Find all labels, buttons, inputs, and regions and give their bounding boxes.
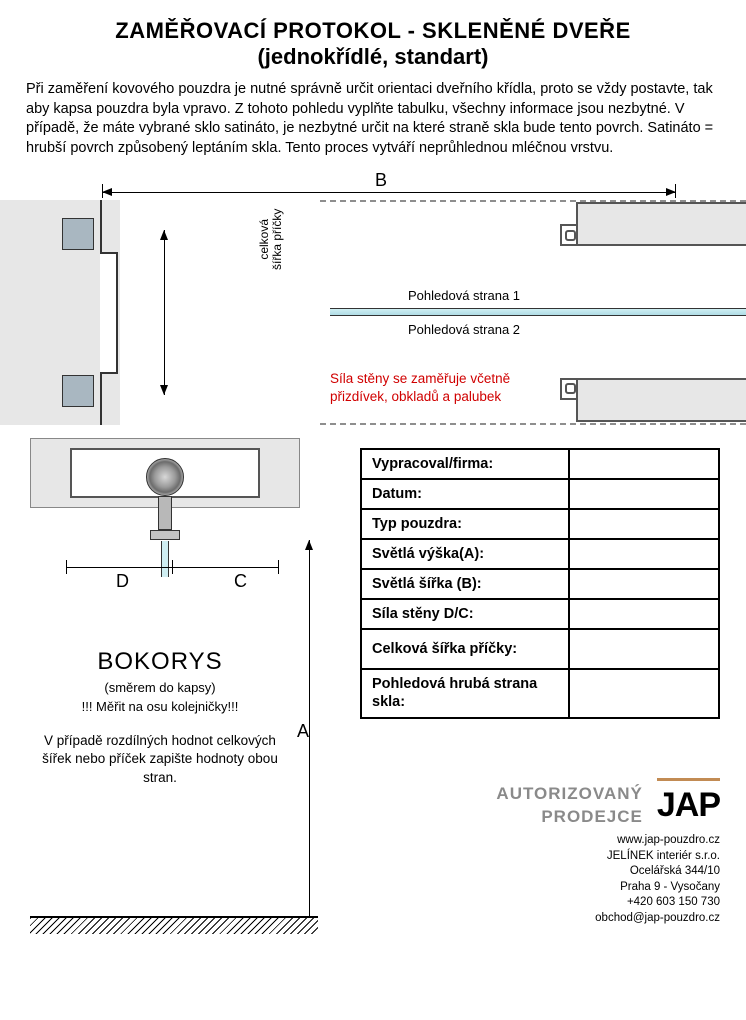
right-jamb-bottom <box>576 378 746 422</box>
table-row: Vypracoval/firma: <box>361 449 719 479</box>
dealer-street: Ocelářská 344/10 <box>496 864 720 880</box>
intro-paragraph: Při zaměření kovového pouzdra je nutné s… <box>0 80 746 170</box>
measurement-form-table: Vypracoval/firma:Datum:Typ pouzdra:Světl… <box>360 448 720 719</box>
side-view-diagram: D C <box>30 438 310 584</box>
profile-block-top <box>62 218 94 250</box>
jamb-hook-top <box>560 224 578 246</box>
table-row: Datum: <box>361 479 719 509</box>
table-row: Síla stěny D/C: <box>361 599 719 629</box>
dimension-b-tick-left <box>102 184 103 198</box>
bokorys-title: BOKORYS <box>30 648 290 676</box>
form-field-value[interactable] <box>569 449 719 479</box>
form-field-value[interactable] <box>569 509 719 539</box>
dealer-email: obchod@jap-pouzdro.cz <box>496 911 720 927</box>
form-field-label: Datum: <box>361 479 569 509</box>
form-field-label: Typ pouzdra: <box>361 509 569 539</box>
adjuster-plate <box>150 530 180 540</box>
jamb-hook-bottom <box>560 378 578 400</box>
dealer-info-block: AUTORIZOVANÝ PRODEJCE JAP www.jap-pouzdr… <box>496 778 720 926</box>
form-field-label: Vypracoval/firma: <box>361 449 569 479</box>
authorized-dealer-label: AUTORIZOVANÝ PRODEJCE <box>496 783 642 829</box>
form-field-label: Celková šířka příčky: <box>361 629 569 669</box>
form-field-label: Síla stěny D/C: <box>361 599 569 629</box>
rail-assembly <box>30 438 300 578</box>
dimension-b-line <box>102 192 676 193</box>
hanger-bolt <box>158 496 172 530</box>
table-row: Světlá výška(A): <box>361 539 719 569</box>
form-field-label: Světlá šířka (B): <box>361 569 569 599</box>
glass-side-2-label: Pohledová strana 2 <box>408 322 520 337</box>
glass-side-1-label: Pohledová strana 1 <box>408 288 520 303</box>
form-field-value[interactable] <box>569 479 719 509</box>
side-view-text-block: BOKORYS (směrem do kapsy) !!! Měřit na o… <box>30 648 290 787</box>
profile-cut <box>100 252 118 374</box>
top-plan-diagram: B celková šířka příčky Pohledová strana … <box>0 170 746 426</box>
right-jamb-top <box>576 202 746 246</box>
floor-hatch-icon <box>30 916 318 934</box>
table-row: Pohledová hrubá strana skla: <box>361 669 719 718</box>
dealer-company: JELÍNEK interiér s.r.o. <box>496 849 720 865</box>
bokorys-warning: !!! Měřit na osu kolejničky!!! <box>30 699 290 714</box>
lower-section: D C A BOKORYS (směrem do kapsy) !!! Měři… <box>0 426 746 946</box>
dash-line-bot-right <box>320 423 746 425</box>
glass-panel-top-view <box>330 308 746 316</box>
form-field-value[interactable] <box>569 539 719 569</box>
bokorys-note: V případě rozdílných hodnot celkových ší… <box>30 732 290 787</box>
left-pocket-profile <box>0 200 120 425</box>
form-field-label: Pohledová hrubá strana skla: <box>361 669 569 718</box>
profile-block-bottom <box>62 375 94 407</box>
dimension-a-label: A <box>297 721 309 742</box>
dealer-city: Praha 9 - Vysočany <box>496 880 720 896</box>
form-field-label: Světlá výška(A): <box>361 539 569 569</box>
dimension-d-label: D <box>116 571 129 592</box>
table-row: Světlá šířka (B): <box>361 569 719 599</box>
form-field-value[interactable] <box>569 569 719 599</box>
table-row: Celková šířka příčky: <box>361 629 719 669</box>
dimension-b-label: B <box>375 170 387 191</box>
form-field-value[interactable] <box>569 599 719 629</box>
title-line2: (jednokřídlé, standart) <box>20 44 726 70</box>
form-field-value[interactable] <box>569 669 719 718</box>
dealer-website: www.jap-pouzdro.cz <box>496 833 720 849</box>
table-row: Typ pouzdra: <box>361 509 719 539</box>
dimension-partition-label: celková šířka příčky <box>258 209 284 270</box>
dimension-partition-line <box>164 230 165 395</box>
title-line1: ZAMĚŘOVACÍ PROTOKOL - SKLENĚNÉ DVEŘE <box>20 18 726 44</box>
dimension-dc-line <box>66 567 278 568</box>
dimension-c-label: C <box>234 571 247 592</box>
dealer-phone: +420 603 150 730 <box>496 895 720 911</box>
title-block: ZAMĚŘOVACÍ PROTOKOL - SKLENĚNÉ DVEŘE (je… <box>0 0 746 80</box>
dimension-b-tick-right <box>675 184 676 198</box>
form-field-value[interactable] <box>569 629 719 669</box>
dimension-a-line <box>309 540 310 934</box>
red-warning-note: Síla stěny se zaměřuje včetně přizdívek,… <box>330 370 510 405</box>
jap-logo: JAP <box>657 778 720 829</box>
trolley-wheel-icon <box>146 458 184 496</box>
bokorys-subtitle: (směrem do kapsy) <box>30 680 290 695</box>
glass-panel-side-view <box>161 541 169 577</box>
